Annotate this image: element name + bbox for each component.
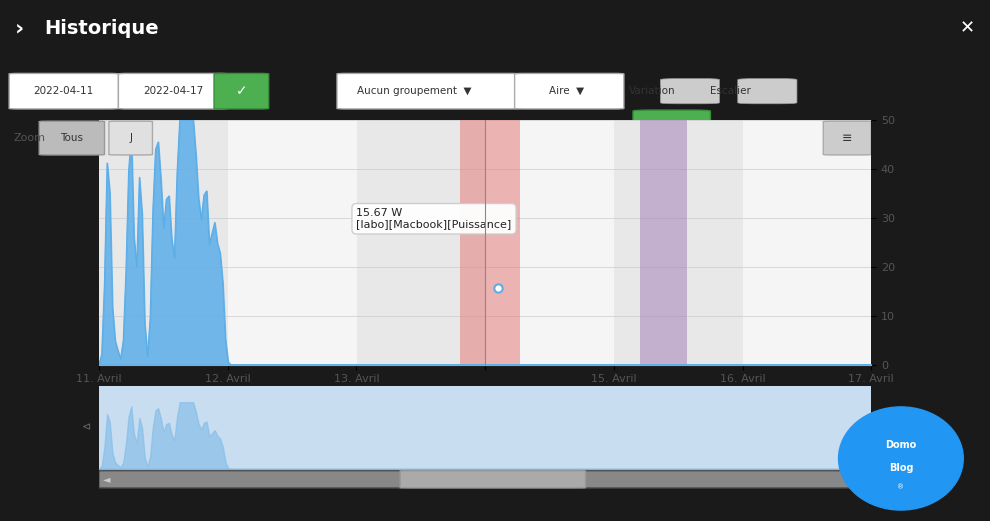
Text: Zoom: Zoom <box>13 133 46 143</box>
Circle shape <box>839 407 963 510</box>
Text: 2022-04-14 02:05:00: 2022-04-14 02:05:00 <box>434 392 537 402</box>
Text: Aucun groupement  ▼: Aucun groupement ▼ <box>357 86 471 96</box>
Text: Variation: Variation <box>629 86 675 96</box>
FancyBboxPatch shape <box>337 73 519 109</box>
Text: Historique: Historique <box>45 19 159 38</box>
FancyBboxPatch shape <box>738 79 797 104</box>
Text: ⊳: ⊳ <box>879 422 888 432</box>
FancyBboxPatch shape <box>119 73 228 109</box>
Text: 📈: 📈 <box>668 126 675 137</box>
FancyBboxPatch shape <box>824 121 871 155</box>
Text: Domo: Domo <box>885 440 917 450</box>
Text: ›: › <box>15 18 24 38</box>
Text: Blog: Blog <box>889 463 913 473</box>
Text: ✕: ✕ <box>960 19 975 37</box>
FancyBboxPatch shape <box>9 73 119 109</box>
FancyBboxPatch shape <box>400 471 585 488</box>
Text: ✓: ✓ <box>236 84 248 98</box>
Bar <box>99 120 228 365</box>
Text: J: J <box>129 133 133 143</box>
Bar <box>640 120 687 365</box>
Text: ≡: ≡ <box>842 132 852 144</box>
Text: ®: ® <box>897 484 905 490</box>
Bar <box>460 120 520 365</box>
Text: Tous: Tous <box>60 133 83 143</box>
FancyBboxPatch shape <box>214 73 268 109</box>
FancyBboxPatch shape <box>660 79 720 104</box>
Text: 2022-04-17: 2022-04-17 <box>143 86 203 96</box>
FancyBboxPatch shape <box>515 73 624 109</box>
Text: ⊲: ⊲ <box>82 422 91 432</box>
Bar <box>614 120 743 365</box>
Text: ►: ► <box>860 474 867 485</box>
FancyBboxPatch shape <box>99 471 871 488</box>
Bar <box>357 120 485 365</box>
Text: ◄: ◄ <box>103 474 110 485</box>
FancyBboxPatch shape <box>40 121 105 155</box>
Text: Aire  ▼: Aire ▼ <box>549 86 584 96</box>
Bar <box>99 386 871 469</box>
FancyBboxPatch shape <box>633 110 711 153</box>
FancyBboxPatch shape <box>109 121 152 155</box>
Text: 15.67 W
[labo][Macbook][Puissance]: 15.67 W [labo][Macbook][Puissance] <box>356 208 512 230</box>
Text: Escalier: Escalier <box>711 86 751 96</box>
Text: 2022-04-11: 2022-04-11 <box>34 86 94 96</box>
